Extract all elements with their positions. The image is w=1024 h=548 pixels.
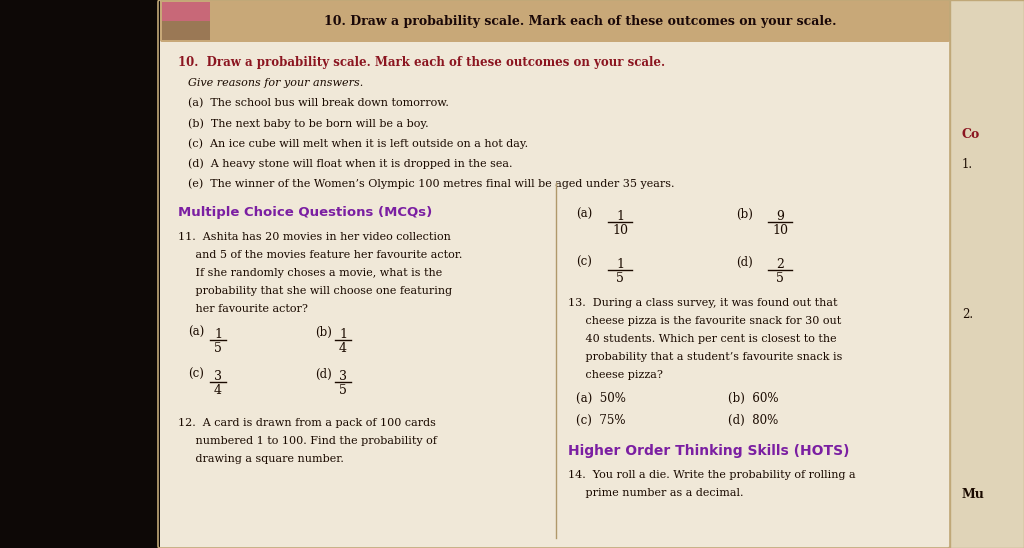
Bar xyxy=(178,0,182,548)
Bar xyxy=(174,0,178,548)
Text: Multiple Choice Questions (MCQs): Multiple Choice Questions (MCQs) xyxy=(178,206,432,219)
Bar xyxy=(168,0,172,548)
Text: Higher Order Thinking Skills (HOTS): Higher Order Thinking Skills (HOTS) xyxy=(568,444,850,458)
Text: (b): (b) xyxy=(315,326,332,339)
Text: her favourite actor?: her favourite actor? xyxy=(178,304,308,314)
Text: Mu: Mu xyxy=(962,488,985,501)
Text: probability that she will choose one featuring: probability that she will choose one fea… xyxy=(178,286,453,296)
Text: (c)  75%: (c) 75% xyxy=(575,414,626,427)
Text: and 5 of the movies feature her favourite actor.: and 5 of the movies feature her favourit… xyxy=(178,250,463,260)
Text: (a): (a) xyxy=(575,208,592,221)
Text: 1.: 1. xyxy=(962,158,973,171)
Text: 5: 5 xyxy=(616,272,624,285)
Text: 1: 1 xyxy=(616,210,624,223)
Text: (c)  An ice cube will melt when it is left outside on a hot day.: (c) An ice cube will melt when it is lef… xyxy=(188,138,528,149)
Bar xyxy=(162,2,210,40)
Text: 5: 5 xyxy=(339,384,347,397)
Bar xyxy=(176,0,180,548)
Bar xyxy=(0,0,160,548)
Bar xyxy=(160,0,950,548)
Text: 5: 5 xyxy=(214,342,222,355)
Text: 1: 1 xyxy=(339,328,347,341)
Text: 10.  Draw a probability scale. Mark each of these outcomes on your scale.: 10. Draw a probability scale. Mark each … xyxy=(178,56,666,69)
Text: 2: 2 xyxy=(776,258,784,271)
Text: (d)  80%: (d) 80% xyxy=(728,414,778,427)
Bar xyxy=(170,0,174,548)
Bar xyxy=(162,2,210,21)
Text: (a)  The school bus will break down tomorrow.: (a) The school bus will break down tomor… xyxy=(188,98,449,109)
Bar xyxy=(166,0,170,548)
Text: 4: 4 xyxy=(214,384,222,397)
Text: drawing a square number.: drawing a square number. xyxy=(178,454,344,464)
Text: prime number as a decimal.: prime number as a decimal. xyxy=(568,488,743,498)
Text: (b)  60%: (b) 60% xyxy=(728,392,778,405)
Bar xyxy=(144,0,148,548)
Text: numbered 1 to 100. Find the probability of: numbered 1 to 100. Find the probability … xyxy=(178,436,437,446)
Text: (d): (d) xyxy=(736,256,753,269)
Text: 3: 3 xyxy=(339,370,347,383)
Bar xyxy=(150,0,154,548)
Bar xyxy=(148,0,152,548)
Bar xyxy=(152,0,156,548)
Text: (c): (c) xyxy=(188,368,204,381)
Text: 40 students. Which per cent is closest to the: 40 students. Which per cent is closest t… xyxy=(568,334,837,344)
Text: 2.: 2. xyxy=(962,308,973,321)
Bar xyxy=(142,0,146,548)
Text: 10. Draw a probability scale. Mark each of these outcomes on your scale.: 10. Draw a probability scale. Mark each … xyxy=(324,14,837,27)
Bar xyxy=(158,0,162,548)
Text: (e)  The winner of the Women’s Olympic 100 metres final will be aged under 35 ye: (e) The winner of the Women’s Olympic 10… xyxy=(188,178,675,189)
Text: 13.  During a class survey, it was found out that: 13. During a class survey, it was found … xyxy=(568,298,838,308)
Text: 4: 4 xyxy=(339,342,347,355)
Text: 1: 1 xyxy=(214,328,222,341)
Text: 10: 10 xyxy=(772,224,788,237)
Text: (a)  50%: (a) 50% xyxy=(575,392,626,405)
Text: 11.  Ashita has 20 movies in her video collection: 11. Ashita has 20 movies in her video co… xyxy=(178,232,451,242)
Text: 14.  You roll a die. Write the probability of rolling a: 14. You roll a die. Write the probabilit… xyxy=(568,470,856,480)
Bar xyxy=(146,0,150,548)
Text: (c): (c) xyxy=(575,256,592,269)
Bar xyxy=(172,0,176,548)
FancyBboxPatch shape xyxy=(160,0,950,42)
Text: Give reasons for your answers.: Give reasons for your answers. xyxy=(188,78,364,88)
Text: (b): (b) xyxy=(736,208,753,221)
Bar xyxy=(950,0,1024,548)
Bar xyxy=(950,0,1024,548)
Text: 3: 3 xyxy=(214,370,222,383)
Bar xyxy=(154,0,158,548)
Text: (b)  The next baby to be born will be a boy.: (b) The next baby to be born will be a b… xyxy=(188,118,429,129)
Text: cheese pizza?: cheese pizza? xyxy=(568,370,663,380)
Text: If she randomly choses a movie, what is the: If she randomly choses a movie, what is … xyxy=(178,268,442,278)
Text: 9: 9 xyxy=(776,210,784,223)
Text: (d)  A heavy stone will float when it is dropped in the sea.: (d) A heavy stone will float when it is … xyxy=(188,158,512,169)
Bar xyxy=(156,0,160,548)
Bar xyxy=(160,0,164,548)
Text: 5: 5 xyxy=(776,272,784,285)
Text: (a): (a) xyxy=(188,326,204,339)
Bar xyxy=(164,0,168,548)
Text: (d): (d) xyxy=(315,368,332,381)
Bar xyxy=(140,0,144,548)
Text: Co: Co xyxy=(962,128,980,141)
Text: cheese pizza is the favourite snack for 30 out: cheese pizza is the favourite snack for … xyxy=(568,316,842,326)
Bar xyxy=(162,0,166,548)
Text: probability that a student’s favourite snack is: probability that a student’s favourite s… xyxy=(568,352,843,362)
Text: 10: 10 xyxy=(612,224,628,237)
Text: 12.  A card is drawn from a pack of 100 cards: 12. A card is drawn from a pack of 100 c… xyxy=(178,418,436,428)
Text: 1: 1 xyxy=(616,258,624,271)
